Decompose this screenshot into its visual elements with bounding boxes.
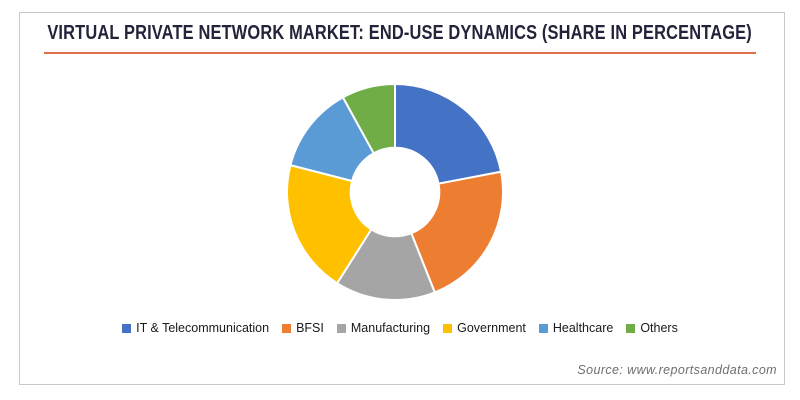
legend-swatch — [538, 323, 548, 333]
donut-slice-it-telecommunication — [394, 83, 503, 185]
legend-swatch — [336, 323, 346, 333]
source-note: Source: www.reportsanddata.com — [577, 363, 777, 377]
legend-item-bfsi: BFSI — [282, 321, 324, 335]
legend-label: BFSI — [296, 321, 324, 335]
title-row: VIRTUAL PRIVATE NETWORK MARKET: END-USE … — [0, 22, 800, 45]
legend-item-healthcare: Healthcare — [538, 321, 614, 335]
chart-frame — [19, 12, 785, 385]
legend-swatch — [122, 323, 132, 333]
chart-title: VIRTUAL PRIVATE NETWORK MARKET: END-USE … — [47, 22, 753, 44]
donut-slice-government — [286, 164, 373, 285]
legend-label: Government — [457, 321, 526, 335]
legend-swatch — [626, 323, 636, 333]
legend-swatch — [282, 323, 292, 333]
donut-chart — [280, 77, 510, 307]
donut-svg — [286, 83, 504, 301]
legend-item-it-telecommunication: IT & Telecommunication — [122, 321, 269, 335]
legend-item-manufacturing: Manufacturing — [336, 321, 431, 335]
chart-legend: IT & Telecommunication BFSI Manufacturing G… — [0, 321, 800, 335]
legend-label: IT & Telecommunication — [136, 321, 270, 335]
legend-swatch — [443, 323, 453, 333]
title-underline — [44, 52, 756, 54]
legend-item-others: Others — [626, 321, 678, 335]
legend-label: Manufacturing — [350, 321, 431, 335]
legend-item-government: Government — [443, 321, 526, 335]
donut-slice-bfsi — [410, 170, 504, 294]
legend-label: Others — [640, 321, 678, 335]
legend-label: Healthcare — [552, 321, 614, 335]
donut-slice-others — [341, 83, 396, 155]
